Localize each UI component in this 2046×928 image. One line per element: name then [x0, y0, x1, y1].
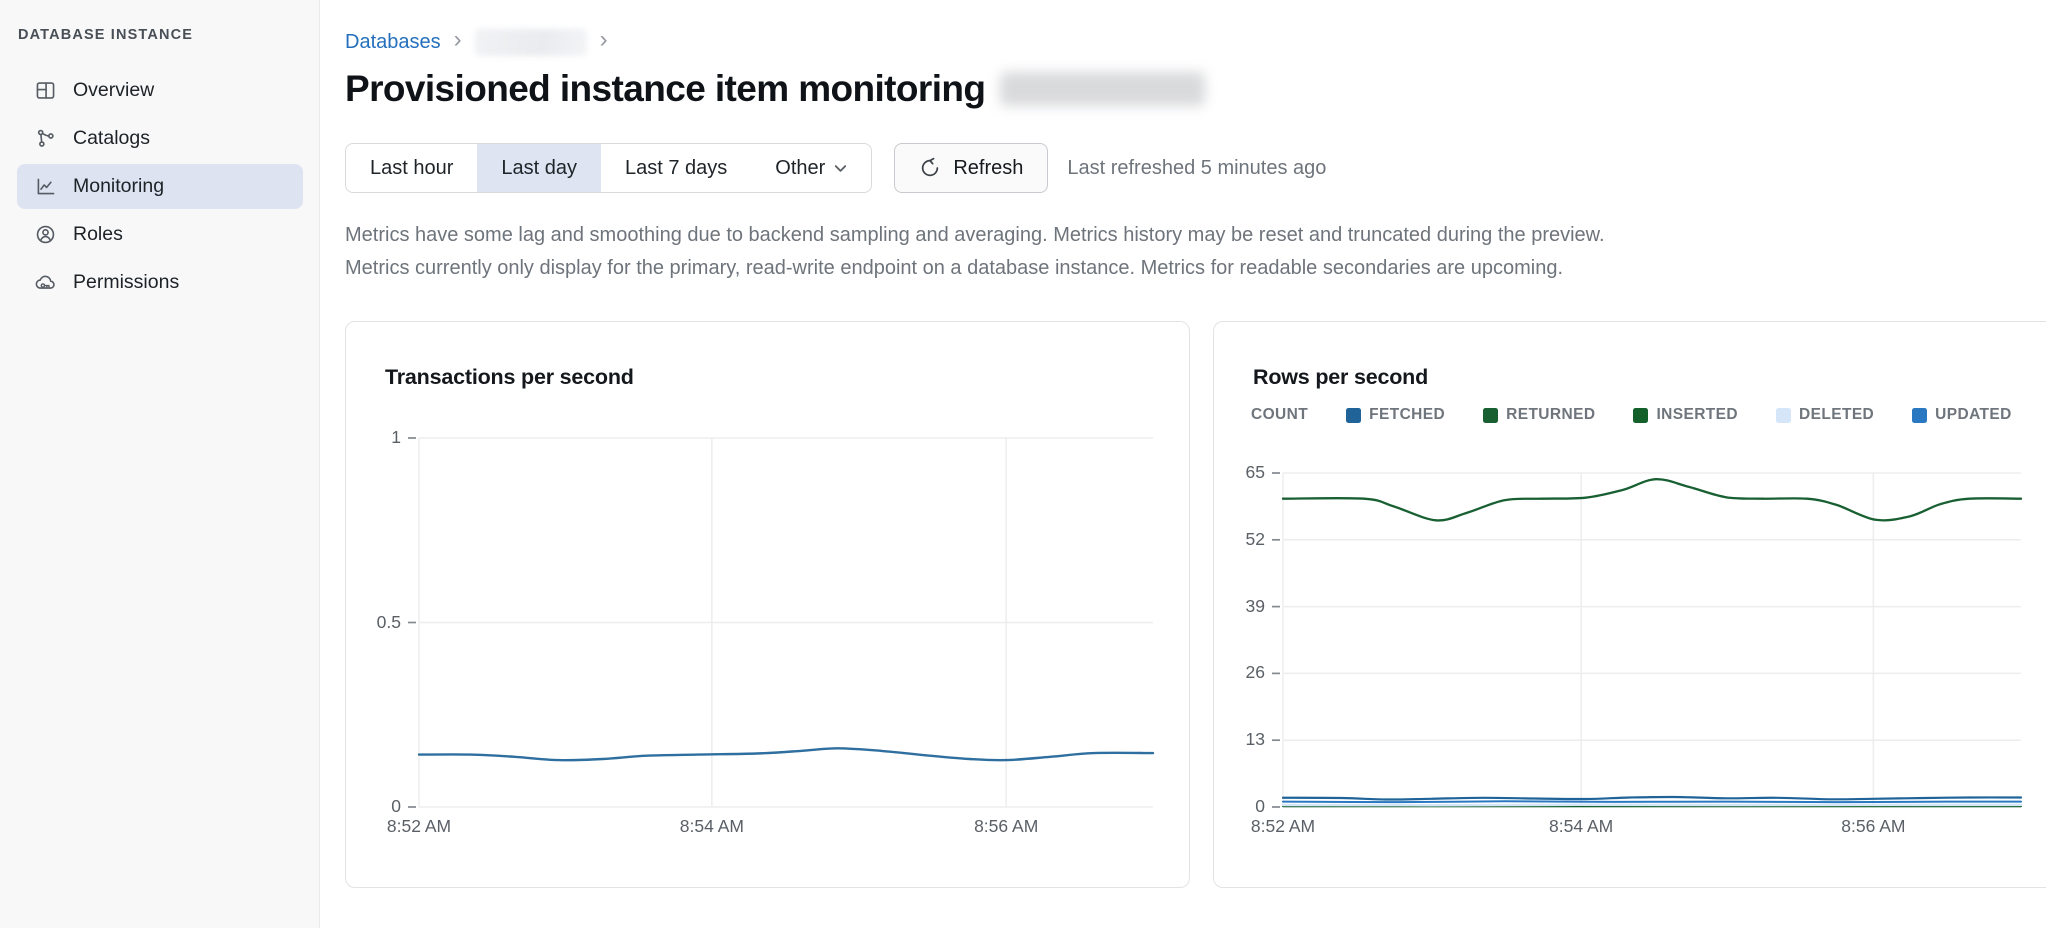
last-refreshed-status: Last refreshed 5 minutes ago: [1067, 156, 1327, 179]
legend-swatch: [1483, 407, 1499, 423]
sidebar-nav: Overview Catalogs Monitoring Roles Permissio…: [0, 68, 319, 305]
legend-item-count: COUNT: [1251, 406, 1308, 424]
sidebar-item-label: Catalogs: [73, 127, 150, 149]
tab-label: Other: [775, 156, 826, 179]
legend-item-fetched: FETCHED: [1346, 406, 1445, 424]
catalog-icon: [34, 127, 57, 150]
breadcrumb-separator: ›: [599, 26, 608, 53]
legend-swatch: [1633, 407, 1649, 423]
chart-canvas: [408, 437, 1155, 808]
chart-title: Transactions per second: [385, 365, 634, 389]
rows-chart-plot: 65 52 39 26 13 0 8:52 AM 8:54 AM 8:56 AM: [1246, 462, 2023, 836]
refresh-label: Refresh: [953, 156, 1024, 179]
time-range-tab-other[interactable]: Other: [751, 144, 871, 192]
x-axis-tick-label: 8:54 AM: [1549, 816, 1614, 836]
x-axis-tick-label: 8:52 AM: [386, 816, 452, 836]
legend-label: INSERTED: [1656, 406, 1739, 423]
sidebar-item-label: Monitoring: [73, 175, 165, 197]
x-axis-tick-label: 8:52 AM: [1250, 816, 1316, 836]
legend-swatch: [1346, 407, 1362, 423]
grid-icon: [34, 79, 57, 102]
legend-item-updated: UPDATED: [1912, 406, 2012, 424]
sidebar-item-label: Roles: [73, 223, 123, 245]
legend-item-returned: RETURNED: [1483, 406, 1595, 424]
chevron-down-icon: [834, 164, 847, 173]
y-axis-tick-label: 0: [391, 796, 401, 816]
cloud-key-icon: [34, 271, 57, 294]
notice-line: Metrics have some lag and smoothing due …: [345, 224, 1605, 246]
page-title: Provisioned instance item monitoring: [345, 66, 1206, 112]
legend-label: UPDATED: [1935, 406, 2012, 423]
legend-swatch: [1776, 407, 1792, 423]
sidebar-item-overview[interactable]: Overview: [17, 68, 303, 113]
legend-label: FETCHED: [1369, 406, 1446, 423]
metrics-notices: Metrics have some lag and smoothing due …: [345, 219, 1605, 284]
transactions-chart-plot: 1 0.5 0 8:52 AM 8:54 AM 8:56 AM: [377, 427, 1155, 836]
sidebar-item-label: Overview: [73, 79, 155, 101]
chart-title: Rows per second: [1253, 365, 1429, 389]
y-axis-tick-label: 26: [1245, 662, 1265, 683]
series-line-returned: [1281, 478, 2023, 522]
redacted-breadcrumb-item: [474, 28, 587, 56]
user-icon: [34, 223, 57, 246]
legend-label: COUNT: [1251, 406, 1309, 423]
page-title-text: Provisioned instance item monitoring: [345, 68, 986, 109]
x-axis-tick-label: 8:56 AM: [1841, 816, 1906, 836]
chart-icon: [34, 175, 57, 198]
x-axis-tick-label: 8:54 AM: [679, 816, 744, 836]
y-axis-tick-label: 0: [1255, 796, 1265, 816]
breadcrumb-link-databases[interactable]: Databases: [345, 30, 441, 53]
y-axis-tick-label: 0.5: [376, 611, 401, 632]
refresh-icon: [919, 157, 941, 179]
legend-item-deleted: DELETED: [1776, 406, 1874, 424]
main-content: Databases › › Provisioned instance item mo…: [320, 0, 2046, 928]
time-range-tab-last-7-days[interactable]: Last 7 days: [601, 144, 751, 192]
sidebar-item-roles[interactable]: Roles: [17, 212, 303, 257]
time-range-selector: Last hour Last day Last 7 days Other: [345, 143, 873, 193]
time-range-tab-last-day[interactable]: Last day: [477, 144, 601, 192]
series-line-fetched: [1281, 795, 2023, 801]
series-line-transactions: [417, 747, 1155, 762]
notice-line: Metrics currently only display for the p…: [345, 256, 1563, 279]
sidebar-section-title: DATABASE INSTANCE: [18, 27, 194, 43]
y-axis-tick-label: 65: [1245, 462, 1265, 482]
legend-swatch: [1912, 407, 1928, 423]
breadcrumb: Databases › ›: [345, 27, 608, 57]
sidebar: DATABASE INSTANCE Overview Catalogs Monito…: [0, 0, 320, 928]
legend-label: DELETED: [1799, 406, 1875, 423]
chart-legend: COUNT FETCHED RETURNED INSERTED DELETED UPDAT…: [1251, 406, 2012, 424]
sidebar-item-monitoring[interactable]: Monitoring: [17, 164, 303, 209]
chart-card-rows-per-second: Rows per second COUNT FETCHED RETURNED INSE…: [1213, 321, 2046, 888]
series-line-updated: [1282, 800, 2022, 804]
time-range-tab-last-hour[interactable]: Last hour: [346, 144, 477, 192]
redacted-text-blob: [1000, 72, 1206, 106]
y-axis-tick-label: 39: [1245, 595, 1265, 616]
chart-canvas: [1272, 472, 2023, 808]
sidebar-item-catalogs[interactable]: Catalogs: [17, 116, 303, 161]
tab-label: Last hour: [370, 156, 454, 179]
tab-label: Last 7 days: [625, 156, 728, 179]
y-axis-tick-label: 1: [391, 427, 401, 447]
breadcrumb-separator: ›: [453, 26, 462, 53]
sidebar-item-label: Permissions: [73, 271, 180, 293]
x-axis-tick-label: 8:56 AM: [974, 816, 1039, 836]
controls-row: Last hour Last day Last 7 days Other Refres…: [345, 143, 1326, 193]
refresh-button[interactable]: Refresh: [894, 143, 1049, 193]
legend-item-inserted: INSERTED: [1633, 406, 1738, 424]
y-axis-tick-label: 13: [1245, 729, 1265, 750]
legend-label: RETURNED: [1506, 406, 1596, 423]
y-axis-tick-label: 52: [1245, 528, 1265, 549]
tab-label: Last day: [501, 156, 577, 179]
chart-card-transactions-per-second: Transactions per second 1 0.5 0 8:52 AM 8:54…: [345, 321, 1190, 888]
sidebar-item-permissions[interactable]: Permissions: [17, 260, 303, 305]
